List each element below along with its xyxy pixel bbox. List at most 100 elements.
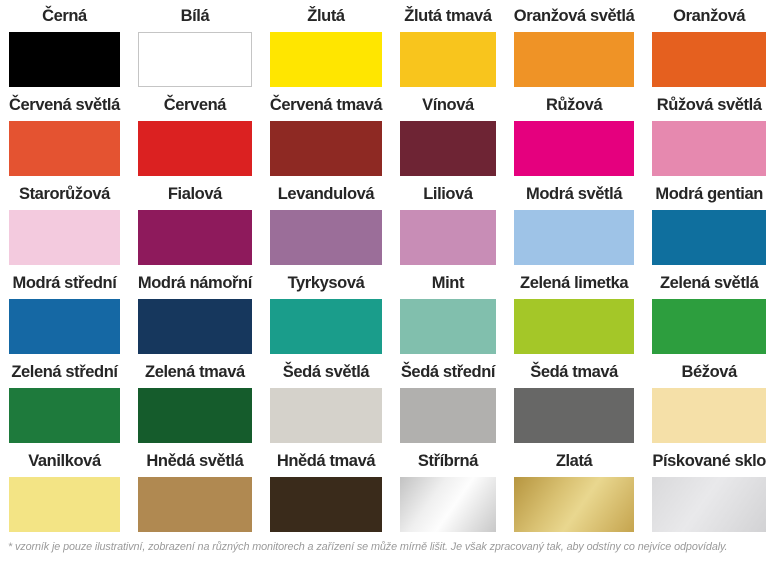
swatch-color-box xyxy=(513,210,635,265)
swatch-label: Vínová xyxy=(422,96,474,114)
swatch-cell: Pískované sklo xyxy=(643,445,775,534)
swatch-cell: Černá xyxy=(0,0,129,89)
disclaimer-footnote: * vzorník je pouze ilustrativní, zobraze… xyxy=(8,541,728,553)
swatch-label: Červená xyxy=(163,96,227,114)
swatch-color-box xyxy=(269,299,383,354)
swatch-color-box xyxy=(269,210,383,265)
swatch-color-box xyxy=(9,477,120,532)
swatch-label: Starorůžová xyxy=(18,185,110,203)
swatch-label: Zelená světlá xyxy=(659,274,759,292)
swatch-label: Červená tmavá xyxy=(269,96,383,114)
swatch-label: Fialová xyxy=(167,185,222,203)
swatch-color-box xyxy=(513,299,635,354)
swatch-cell: Oranžová světlá xyxy=(505,0,644,89)
swatch-cell: Stříbrná xyxy=(391,445,505,534)
swatch-label: Zelená limetka xyxy=(520,274,629,292)
swatch-label: Stříbrná xyxy=(417,452,478,470)
swatch-label: Růžová světlá xyxy=(656,96,762,114)
swatch-color-box xyxy=(9,299,120,354)
swatch-cell: Červená xyxy=(129,89,261,178)
swatch-color-box xyxy=(400,121,496,176)
swatch-cell: Zlatá xyxy=(505,445,644,534)
swatch-cell: Šedá světlá xyxy=(261,356,391,445)
swatch-label: Modrá světlá xyxy=(526,185,623,203)
swatch-color-box xyxy=(269,121,383,176)
swatch-label: Pískované sklo xyxy=(652,452,766,470)
swatch-color-box xyxy=(9,121,120,176)
swatch-label: Oranžová xyxy=(673,7,746,25)
swatch-cell: Růžová xyxy=(505,89,644,178)
swatch-color-box xyxy=(513,32,635,87)
swatch-cell: Starorůžová xyxy=(0,178,129,267)
swatch-label: Černá xyxy=(42,7,87,25)
swatch-cell: Růžová světlá xyxy=(643,89,775,178)
swatch-cell: Modrá námořní xyxy=(129,267,261,356)
swatch-label: Levandulová xyxy=(277,185,375,203)
swatch-cell: Červená tmavá xyxy=(261,89,391,178)
swatch-label: Mint xyxy=(431,274,465,292)
swatch-color-box xyxy=(137,32,252,87)
swatch-label: Oranžová světlá xyxy=(513,7,635,25)
swatch-cell: Béžová xyxy=(643,356,775,445)
swatch-color-box xyxy=(400,32,496,87)
swatch-label: Zelená střední xyxy=(11,363,118,381)
swatch-cell: Hnědá světlá xyxy=(129,445,261,534)
swatch-cell: Mint xyxy=(391,267,505,356)
swatch-color-box xyxy=(652,32,766,87)
swatch-color-box xyxy=(269,477,383,532)
swatch-color-box xyxy=(652,121,766,176)
swatch-color-box xyxy=(513,477,635,532)
swatch-color-box xyxy=(137,299,252,354)
swatch-cell: Modrá gentian xyxy=(643,178,775,267)
swatch-color-box xyxy=(652,388,766,443)
swatch-label: Žlutá xyxy=(307,7,345,25)
swatch-color-box xyxy=(652,210,766,265)
swatch-color-box xyxy=(400,388,496,443)
swatch-cell: Liliová xyxy=(391,178,505,267)
swatch-label: Zlatá xyxy=(555,452,593,470)
swatch-cell: Žlutá xyxy=(261,0,391,89)
swatch-grid: Černá Bílá Žlutá Žlutá tmavá Oranžová sv… xyxy=(0,0,775,534)
swatch-label: Tyrkysová xyxy=(287,274,365,292)
swatch-cell: Šedá střední xyxy=(391,356,505,445)
swatch-color-box xyxy=(269,388,383,443)
swatch-cell: Vanilková xyxy=(0,445,129,534)
swatch-cell: Zelená limetka xyxy=(505,267,644,356)
swatch-color-box xyxy=(137,477,252,532)
swatch-color-box xyxy=(652,299,766,354)
swatch-cell: Žlutá tmavá xyxy=(391,0,505,89)
swatch-color-box xyxy=(513,388,635,443)
swatch-cell: Zelená tmavá xyxy=(129,356,261,445)
swatch-label: Modrá námořní xyxy=(137,274,252,292)
swatch-color-box xyxy=(9,388,120,443)
swatch-label: Šedá světlá xyxy=(282,363,370,381)
swatch-color-box xyxy=(400,210,496,265)
swatch-cell: Vínová xyxy=(391,89,505,178)
swatch-cell: Modrá střední xyxy=(0,267,129,356)
swatch-color-box xyxy=(269,32,383,87)
swatch-cell: Červená světlá xyxy=(0,89,129,178)
swatch-label: Šedá střední xyxy=(400,363,496,381)
swatch-color-box xyxy=(9,210,120,265)
swatch-label: Hnědá světlá xyxy=(146,452,244,470)
swatch-label: Růžová xyxy=(545,96,603,114)
swatch-label: Vanilková xyxy=(28,452,101,470)
swatch-color-box xyxy=(137,388,252,443)
swatch-color-box xyxy=(9,32,120,87)
swatch-label: Zelená tmavá xyxy=(145,363,245,381)
swatch-label: Hnědá tmavá xyxy=(276,452,376,470)
swatch-cell: Levandulová xyxy=(261,178,391,267)
swatch-label: Bílá xyxy=(180,7,210,25)
swatch-cell: Zelená světlá xyxy=(643,267,775,356)
swatch-color-box xyxy=(513,121,635,176)
swatch-cell: Hnědá tmavá xyxy=(261,445,391,534)
swatch-cell: Šedá tmavá xyxy=(505,356,644,445)
swatch-label: Liliová xyxy=(423,185,473,203)
swatch-cell: Fialová xyxy=(129,178,261,267)
swatch-color-box xyxy=(652,477,766,532)
swatch-cell: Zelená střední xyxy=(0,356,129,445)
swatch-cell: Bílá xyxy=(129,0,261,89)
swatch-label: Šedá tmavá xyxy=(530,363,618,381)
swatch-label: Béžová xyxy=(681,363,737,381)
